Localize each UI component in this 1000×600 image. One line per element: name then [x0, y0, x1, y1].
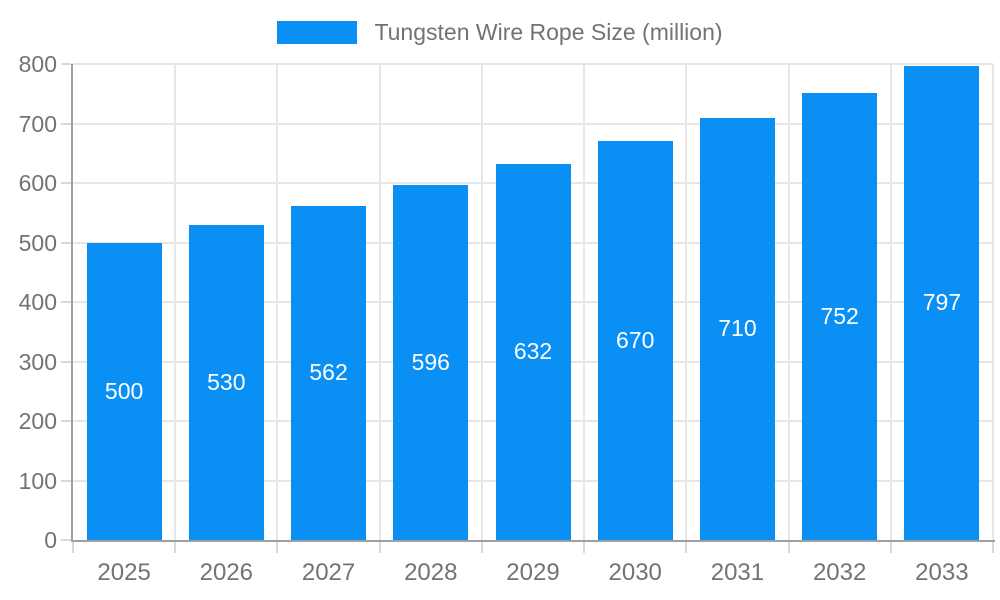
y-axis-label: 100 — [18, 467, 57, 494]
gridline-v — [583, 64, 586, 540]
y-axis-tick — [61, 241, 71, 244]
gridline-v — [174, 64, 177, 540]
x-axis-tick — [174, 542, 177, 553]
y-axis-label: 600 — [18, 170, 57, 196]
x-axis-tick — [583, 542, 586, 553]
bar-2025[interactable]: 500 — [86, 242, 162, 540]
x-axis-label-2032: 2032 — [812, 559, 867, 586]
y-axis-label: 0 — [44, 527, 57, 553]
bar-2028[interactable]: 596 — [393, 185, 469, 540]
bar-value-label: 500 — [104, 377, 144, 404]
x-axis-label-2030: 2030 — [608, 559, 662, 586]
x-axis-label-2029: 2029 — [506, 559, 560, 586]
gridline-h — [73, 122, 993, 125]
y-axis-line — [71, 64, 73, 542]
y-axis-tick — [61, 182, 71, 184]
legend-label: Tungsten Wire Rope Size (million) — [374, 19, 723, 45]
y-axis-label: 300 — [18, 348, 57, 375]
y-axis-label: 700 — [18, 110, 57, 137]
bar-2030[interactable]: 670 — [597, 141, 673, 540]
x-axis-line — [71, 540, 995, 542]
x-axis-label-2031: 2031 — [710, 559, 765, 586]
x-axis-label-2025: 2025 — [97, 559, 151, 586]
legend[interactable]: Tungsten Wire Rope Size (million) — [0, 19, 1000, 46]
bar-value-label: 710 — [718, 315, 757, 342]
gridline-v — [992, 64, 994, 540]
x-axis-tick — [480, 542, 483, 553]
gridline-v — [787, 64, 790, 540]
y-axis-tick — [61, 63, 71, 65]
bar-value-label: 752 — [820, 302, 859, 329]
y-axis-label: 200 — [18, 408, 57, 434]
x-axis-label-2026: 2026 — [199, 559, 254, 586]
gridline-v — [480, 64, 483, 540]
x-axis-label-2033: 2033 — [915, 559, 969, 586]
y-axis-tick — [61, 360, 71, 363]
bar-2031[interactable]: 710 — [699, 117, 775, 540]
y-axis-label: 500 — [18, 229, 57, 256]
y-axis-tick — [61, 301, 71, 303]
bar-value-label: 596 — [411, 349, 450, 376]
legend-swatch — [277, 21, 358, 44]
bar-value-label: 670 — [616, 327, 655, 354]
bar-2029[interactable]: 632 — [495, 163, 571, 540]
y-axis-tick — [61, 420, 71, 422]
y-axis-tick — [61, 539, 71, 541]
bar-2027[interactable]: 562 — [291, 205, 367, 540]
x-axis-label-2027: 2027 — [301, 559, 356, 586]
x-axis-tick — [276, 542, 279, 553]
x-axis-tick — [378, 542, 381, 553]
y-axis-tick — [61, 479, 71, 482]
gridline-h — [73, 63, 993, 65]
bar-value-label: 562 — [309, 359, 348, 386]
x-axis-tick — [685, 542, 688, 553]
x-axis-tick — [787, 542, 790, 553]
bar-value-label: 797 — [922, 289, 962, 316]
bar-2033[interactable]: 797 — [904, 65, 980, 540]
gridline-v — [889, 64, 892, 540]
y-axis-label: 800 — [18, 51, 57, 77]
gridline-v — [276, 64, 279, 540]
gridline-v — [378, 64, 381, 540]
bar-2026[interactable]: 530 — [188, 224, 264, 540]
y-axis-label: 400 — [18, 289, 57, 315]
bar-2032[interactable]: 752 — [802, 92, 878, 540]
gridline-v — [685, 64, 688, 540]
x-axis-label-2028: 2028 — [404, 559, 458, 586]
bar-value-label: 632 — [513, 338, 553, 365]
bar-value-label: 530 — [207, 368, 246, 395]
y-axis-tick — [61, 122, 71, 125]
x-axis-tick — [992, 542, 994, 553]
x-axis-tick — [889, 542, 892, 553]
x-axis-tick — [72, 542, 74, 553]
